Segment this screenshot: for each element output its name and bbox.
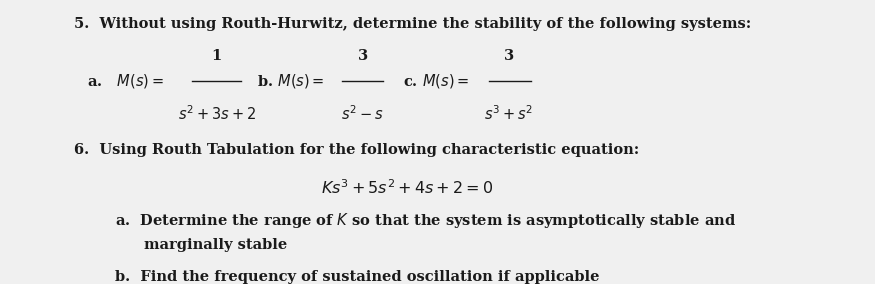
- Text: c. $M(s)=$: c. $M(s)=$: [403, 72, 470, 90]
- Text: 6.  Using Routh Tabulation for the following characteristic equation:: 6. Using Routh Tabulation for the follow…: [74, 143, 640, 157]
- Text: 3: 3: [504, 49, 514, 63]
- Text: 1: 1: [212, 49, 221, 63]
- Text: $Ks^3 + 5s^2 + 4s + 2 = 0$: $Ks^3 + 5s^2 + 4s + 2 = 0$: [321, 179, 494, 198]
- Text: $s^2+3s+2$: $s^2+3s+2$: [178, 104, 255, 123]
- Text: b. $M(s)=$: b. $M(s)=$: [257, 72, 325, 90]
- Text: b.  Find the frequency of sustained oscillation if applicable: b. Find the frequency of sustained oscil…: [116, 270, 599, 284]
- Text: marginally stable: marginally stable: [144, 238, 287, 252]
- Text: a.  Determine the range of $K$ so that the system is asymptotically stable and: a. Determine the range of $K$ so that th…: [116, 211, 736, 230]
- Text: 5.  Without using Routh-Hurwitz, determine the stability of the following system: 5. Without using Routh-Hurwitz, determin…: [74, 17, 752, 31]
- Text: $s^3+s^2$: $s^3+s^2$: [485, 104, 534, 123]
- Text: $s^2-s$: $s^2-s$: [341, 104, 384, 123]
- Text: a.   $M(s)=$: a. $M(s)=$: [87, 72, 164, 90]
- Text: 3: 3: [358, 49, 368, 63]
